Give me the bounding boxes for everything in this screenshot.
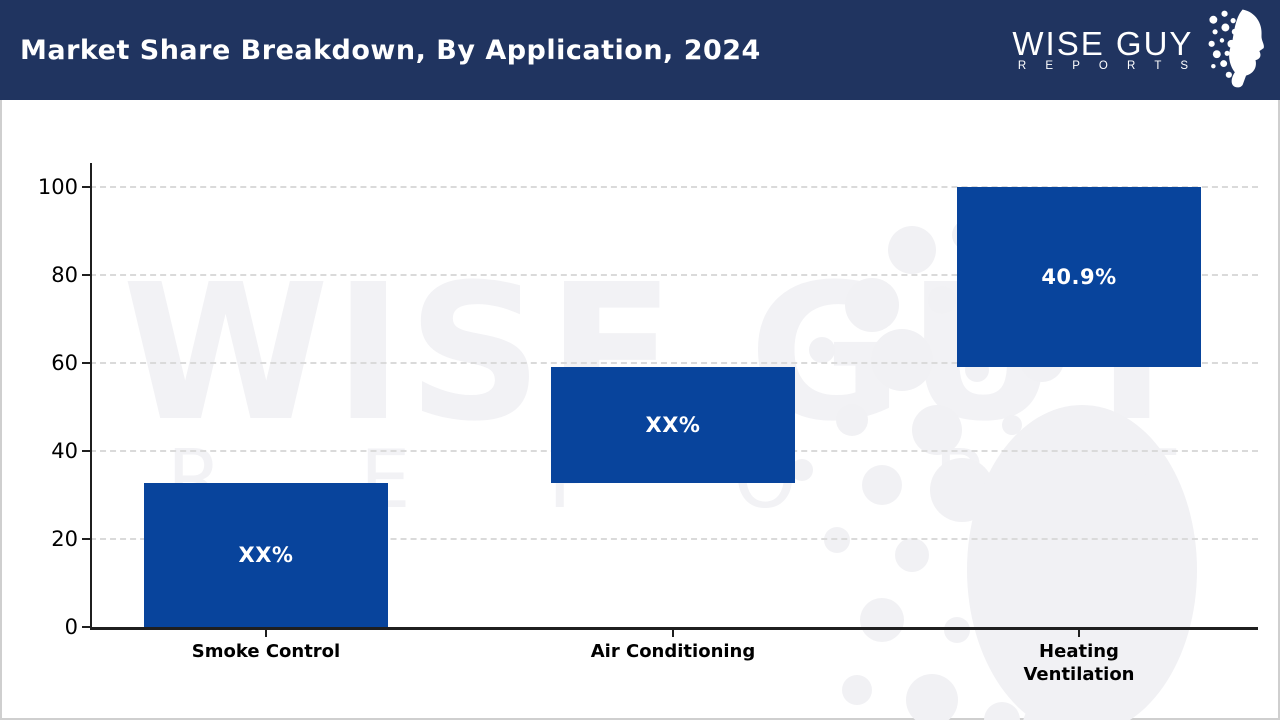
x-tick <box>672 630 674 637</box>
y-tick <box>82 450 90 452</box>
y-tick-label: 40 <box>51 439 78 463</box>
y-tick-label: 60 <box>51 351 78 375</box>
bar-value-label: XX% <box>645 413 701 438</box>
y-tick-label: 0 <box>64 615 78 639</box>
y-tick <box>82 186 90 188</box>
x-category-label: Smoke Control <box>191 641 341 662</box>
x-tick <box>1078 630 1080 637</box>
wise-guy-logo: WISE GUY R E P O R T S <box>1010 6 1266 92</box>
bar-segment: XX% <box>144 483 388 627</box>
logo-wordmark: WISE GUY <box>1012 24 1194 62</box>
bar-segment: XX% <box>551 366 795 484</box>
logo-subtitle: R E P O R T S <box>1017 60 1196 73</box>
x-tick <box>265 630 267 637</box>
y-tick-label: 100 <box>37 175 78 199</box>
header: Market Share Breakdown, By Application, … <box>0 0 1280 100</box>
y-tick-label: 20 <box>51 527 78 551</box>
gridline <box>90 362 1258 364</box>
gridline <box>90 538 1258 540</box>
page-title: Market Share Breakdown, By Application, … <box>20 34 761 66</box>
x-axis-line <box>90 627 1258 630</box>
y-tick <box>82 274 90 276</box>
gridline <box>90 186 1258 188</box>
watermark-head-icon <box>791 220 1197 720</box>
y-tick-label: 80 <box>51 263 78 287</box>
y-tick <box>82 362 90 364</box>
x-category-label: Heating Ventilation <box>1023 641 1135 685</box>
y-tick <box>82 626 90 628</box>
y-tick <box>82 538 90 540</box>
logo-head-icon <box>1208 9 1264 88</box>
bar-value-label: 40.9% <box>1041 264 1117 289</box>
chart-area: WISE GUY R E P O R T S 020406080100XX%XX… <box>0 100 1280 720</box>
logo-text: WISE GUY R E P O R T S <box>1010 24 1196 73</box>
bar-value-label: XX% <box>238 543 294 568</box>
y-axis-line <box>90 163 92 629</box>
bar-segment: 40.9% <box>957 187 1201 367</box>
gridline <box>90 274 1258 276</box>
x-category-label: Air Conditioning <box>590 641 756 662</box>
